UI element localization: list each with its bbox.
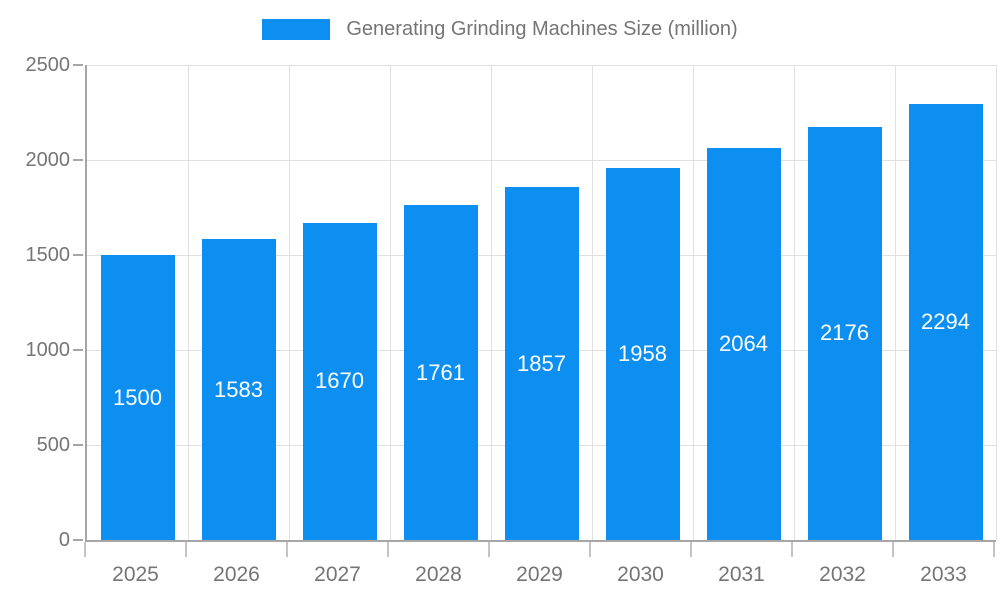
x-axis-tick xyxy=(993,542,995,557)
y-axis-tick xyxy=(73,539,83,541)
y-axis-tick-label: 2500 xyxy=(25,54,71,76)
bar-value-label: 2294 xyxy=(921,309,970,335)
bar-value-label: 2064 xyxy=(719,330,768,356)
x-axis-tick-label: 2032 xyxy=(819,563,866,586)
x-axis-tick-label: 2029 xyxy=(516,563,563,586)
bar-2032[interactable]: 2176 xyxy=(807,126,882,540)
v-gridline xyxy=(288,65,290,540)
v-gridline xyxy=(692,65,694,540)
x-axis-tick-label: 2025 xyxy=(112,563,159,586)
y-axis-tick xyxy=(73,349,83,351)
bar-value-label: 2176 xyxy=(820,320,869,346)
y-axis-tick-label: 1500 xyxy=(25,244,71,266)
x-axis-tick xyxy=(589,542,591,557)
x-axis-tick xyxy=(387,542,389,557)
y-axis-tick xyxy=(73,159,83,161)
bar-value-label: 1857 xyxy=(517,350,566,376)
bar-value-label: 1761 xyxy=(416,359,465,385)
legend-label: Generating Grinding Machines Size (milli… xyxy=(346,18,738,40)
x-axis-tick xyxy=(185,542,187,557)
v-gridline xyxy=(995,65,997,540)
bar-value-label: 1958 xyxy=(618,340,667,366)
y-axis-tick xyxy=(73,254,83,256)
x-axis-tick xyxy=(488,542,490,557)
v-gridline xyxy=(793,65,795,540)
v-gridline xyxy=(894,65,896,540)
x-axis-tick-label: 2026 xyxy=(213,563,260,586)
x-axis-tick xyxy=(286,542,288,557)
bar-value-label: 1500 xyxy=(113,384,162,410)
x-axis-tick-label: 2033 xyxy=(920,563,967,586)
bar-2025[interactable]: 1500 xyxy=(100,255,175,540)
x-axis-tick-label: 2027 xyxy=(314,563,361,586)
chart-legend[interactable]: Generating Grinding Machines Size (milli… xyxy=(0,18,1000,41)
y-axis-tick-label: 2000 xyxy=(25,149,71,171)
h-gridline xyxy=(87,64,996,66)
bar-2031[interactable]: 2064 xyxy=(706,147,781,540)
bar-2026[interactable]: 1583 xyxy=(201,239,276,540)
x-axis-tick xyxy=(84,542,86,557)
bar-2029[interactable]: 1857 xyxy=(504,187,579,540)
v-gridline xyxy=(187,65,189,540)
v-gridline xyxy=(490,65,492,540)
y-axis-tick xyxy=(73,64,83,66)
y-axis-tick-label: 500 xyxy=(36,434,70,456)
x-axis-tick-label: 2028 xyxy=(415,563,462,586)
legend-swatch-icon xyxy=(262,19,331,40)
bar-value-label: 1583 xyxy=(214,376,263,402)
v-gridline xyxy=(591,65,593,540)
y-axis-tick-label: 0 xyxy=(58,529,70,551)
x-axis-tick-label: 2030 xyxy=(617,563,664,586)
bar-2030[interactable]: 1958 xyxy=(605,167,680,540)
x-axis-tick xyxy=(892,542,894,557)
x-axis-tick xyxy=(791,542,793,557)
h-gridline xyxy=(87,159,996,161)
y-axis-tick-label: 1000 xyxy=(25,339,71,361)
y-axis-tick xyxy=(73,444,83,446)
bar-value-label: 1670 xyxy=(315,368,364,394)
bar-2028[interactable]: 1761 xyxy=(403,205,478,540)
bar-2027[interactable]: 1670 xyxy=(302,222,377,540)
bar-2033[interactable]: 2294 xyxy=(908,104,983,540)
x-axis-tick xyxy=(690,542,692,557)
plot-area: 1500 1583 1670 1761 1857 1958 2064 2176 2294 xyxy=(85,64,997,542)
x-axis-tick-label: 2031 xyxy=(718,563,765,586)
v-gridline xyxy=(389,65,391,540)
